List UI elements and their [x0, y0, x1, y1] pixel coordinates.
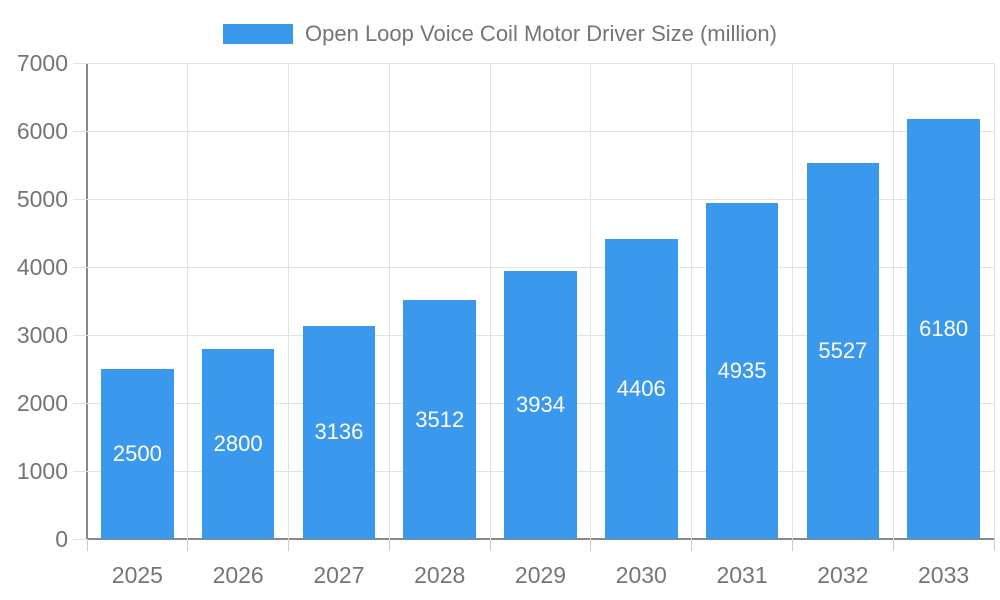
y-axis-label: 0 [55, 526, 68, 552]
y-axis-label: 7000 [16, 50, 68, 76]
x-axis-label: 2030 [615, 562, 667, 588]
x-axis-label: 2026 [212, 562, 264, 588]
x-tick [691, 539, 693, 551]
v-gridline [388, 63, 390, 539]
y-tick [73, 198, 87, 200]
v-gridline [187, 63, 189, 539]
bar-value-label: 3934 [516, 392, 565, 418]
y-tick [73, 130, 87, 132]
x-axis-line [86, 538, 994, 540]
bar-value-label: 4406 [616, 376, 666, 402]
y-axis-label: 1000 [16, 458, 68, 484]
bar: 2800 [201, 348, 275, 539]
bar: 2500 [101, 369, 174, 539]
v-gridline [791, 63, 793, 539]
x-tick [288, 539, 290, 551]
x-tick [590, 539, 592, 551]
y-tick [73, 334, 87, 336]
x-axis-label: 2027 [313, 562, 365, 588]
bar: 5527 [806, 163, 880, 539]
y-axis-label: 2000 [16, 390, 68, 416]
x-axis-label: 2032 [817, 562, 869, 588]
y-axis-label: 4000 [16, 254, 68, 280]
bar: 3136 [302, 325, 376, 539]
v-gridline [691, 63, 693, 539]
legend-label: Open Loop Voice Coil Motor Driver Size (… [305, 21, 777, 46]
y-tick [73, 402, 87, 404]
x-axis-label: 2029 [514, 562, 567, 588]
y-axis-label: 6000 [16, 118, 68, 144]
y-tick [73, 470, 87, 472]
x-tick [489, 539, 491, 551]
x-tick [791, 539, 793, 551]
v-gridline [288, 63, 290, 539]
bar-value-label: 3136 [314, 419, 364, 445]
v-gridline [489, 63, 491, 539]
plot-area: 0 1000 2000 3000 4000 5000 6000 7000 2500 2800 313… [17, 50, 995, 588]
bar: 6180 [907, 118, 980, 539]
v-gridline [590, 63, 592, 539]
bar-value-label: 2500 [112, 441, 162, 466]
h-gridline [87, 62, 994, 64]
y-tick [73, 266, 87, 268]
y-tick [73, 538, 87, 540]
h-gridline [87, 130, 994, 132]
x-tick [388, 539, 390, 551]
h-gridline [87, 198, 994, 200]
y-tick [73, 62, 87, 64]
x-axis-label: 2025 [111, 562, 163, 588]
x-tick [187, 539, 189, 551]
v-gridline [892, 63, 894, 539]
x-tick [86, 539, 88, 551]
y-axis-label: 5000 [16, 186, 68, 212]
x-tick [892, 539, 894, 551]
v-gridline [993, 63, 995, 539]
x-tick [993, 539, 995, 551]
legend-swatch-icon [223, 24, 294, 44]
bar: 4406 [604, 239, 678, 539]
y-axis-line [86, 63, 88, 539]
bar: 4935 [705, 203, 779, 539]
bar: 3934 [504, 271, 577, 539]
y-axis-label: 3000 [16, 322, 68, 348]
bar-value-label: 4935 [717, 358, 767, 384]
bar-value-label: 6180 [919, 315, 969, 341]
bar: 3512 [403, 300, 476, 539]
x-axis-label: 2028 [414, 562, 466, 588]
bar-value-label: 2800 [213, 430, 263, 456]
h-gridline [87, 266, 994, 268]
legend[interactable]: Open Loop Voice Coil Motor Driver Size (… [0, 21, 1000, 47]
bar-value-label: 5527 [818, 338, 868, 364]
x-axis-label: 2031 [716, 562, 768, 588]
bar-value-label: 3512 [415, 406, 465, 432]
x-axis-label: 2033 [918, 562, 970, 588]
